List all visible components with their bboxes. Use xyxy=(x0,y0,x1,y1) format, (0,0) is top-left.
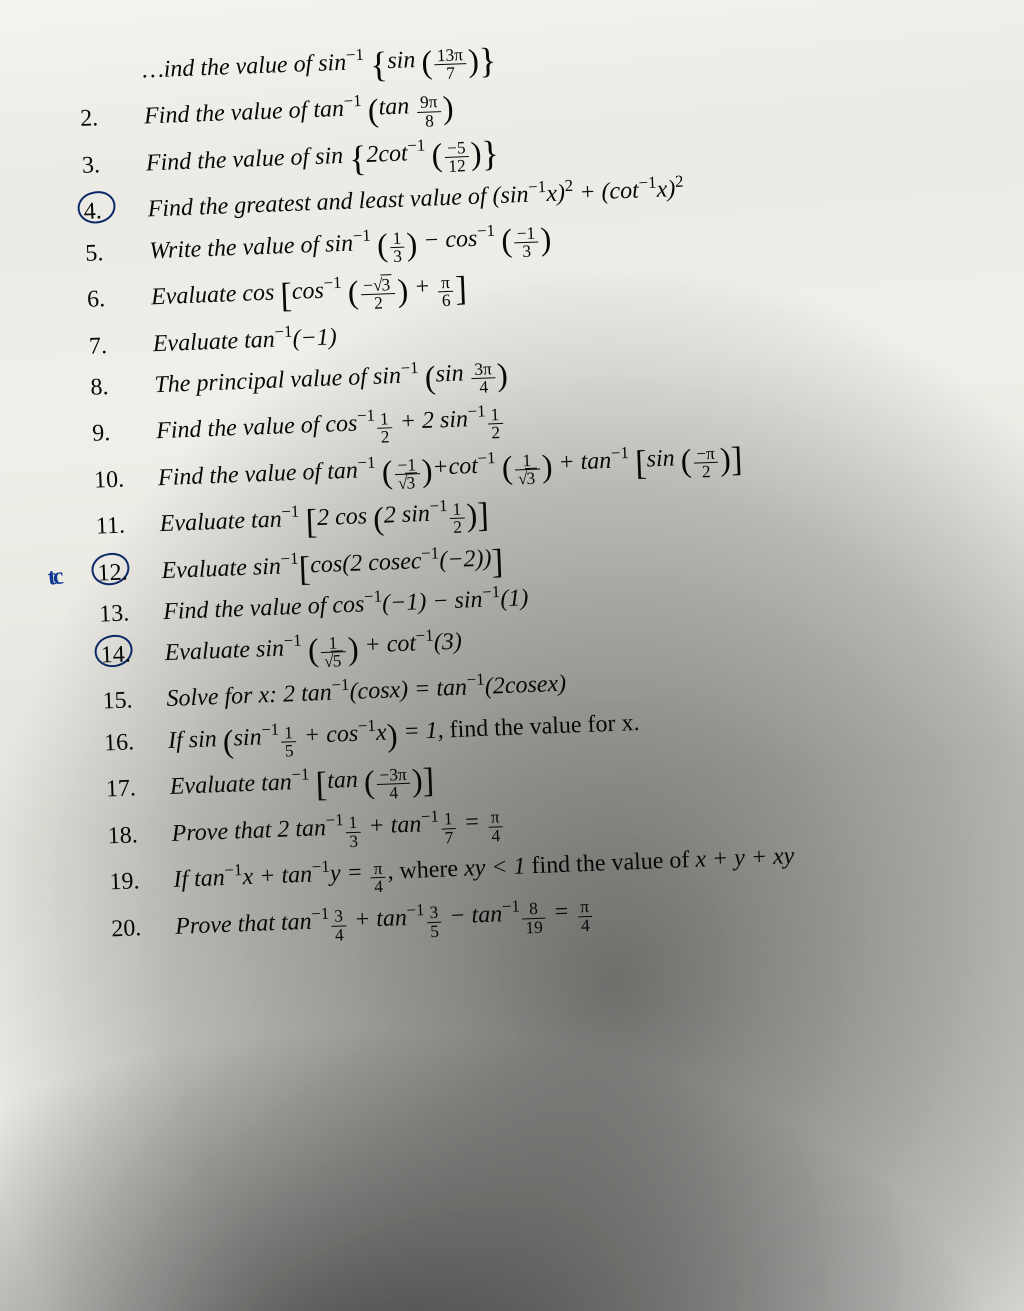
question-number: 5. xyxy=(85,233,150,273)
question-number: 9. xyxy=(92,413,157,453)
question-number: 16. xyxy=(103,723,168,763)
question-text: Find the value of tan−1 (tan 9π8) xyxy=(143,87,454,141)
question-number: 8. xyxy=(90,367,155,407)
header-text: TRIGONOMETRY xyxy=(771,0,951,5)
question-number: 14. xyxy=(100,635,165,675)
pen-annotation: tc xyxy=(46,558,63,596)
question-text: Evaluate sin−1 (1√5) + cot−1(3) xyxy=(164,624,463,678)
question-text: Evaluate tan−1(−1) xyxy=(152,319,337,363)
question-list: …ind the value of sin−1 {sin (13π7)}2.Fi… xyxy=(78,20,1016,953)
question-number: 10. xyxy=(93,460,158,500)
question-number: 19. xyxy=(109,862,174,902)
page-photo: TRIGONOMETRY …ind the value of sin−1 {si… xyxy=(0,0,1024,1311)
question-number: 7. xyxy=(88,326,153,366)
question-number: 4. xyxy=(83,192,148,232)
question-number xyxy=(78,53,142,55)
question-number: 12. xyxy=(97,553,162,593)
question-text: Evaluate cos [cos−1 (−√32) + π6] xyxy=(150,267,467,322)
question-number: 20. xyxy=(111,908,176,948)
question-text: Prove that 2 tan−113 + tan−117 = π4 xyxy=(171,803,506,858)
question-number: 18. xyxy=(107,816,172,856)
question-number: 15. xyxy=(102,682,167,722)
content-skew: TRIGONOMETRY …ind the value of sin−1 {si… xyxy=(77,0,1016,953)
question-number: 6. xyxy=(86,279,151,319)
question-number: 2. xyxy=(80,99,145,139)
question-number: 17. xyxy=(105,769,170,809)
question-text: Evaluate tan−1 [tan (−3π4)] xyxy=(169,759,435,812)
question-number: 11. xyxy=(95,506,160,546)
question-text: Evaluate tan−1 [2 cos (2 sin−112)] xyxy=(159,494,490,549)
question-number: 3. xyxy=(81,145,146,185)
question-number: 13. xyxy=(99,594,164,634)
